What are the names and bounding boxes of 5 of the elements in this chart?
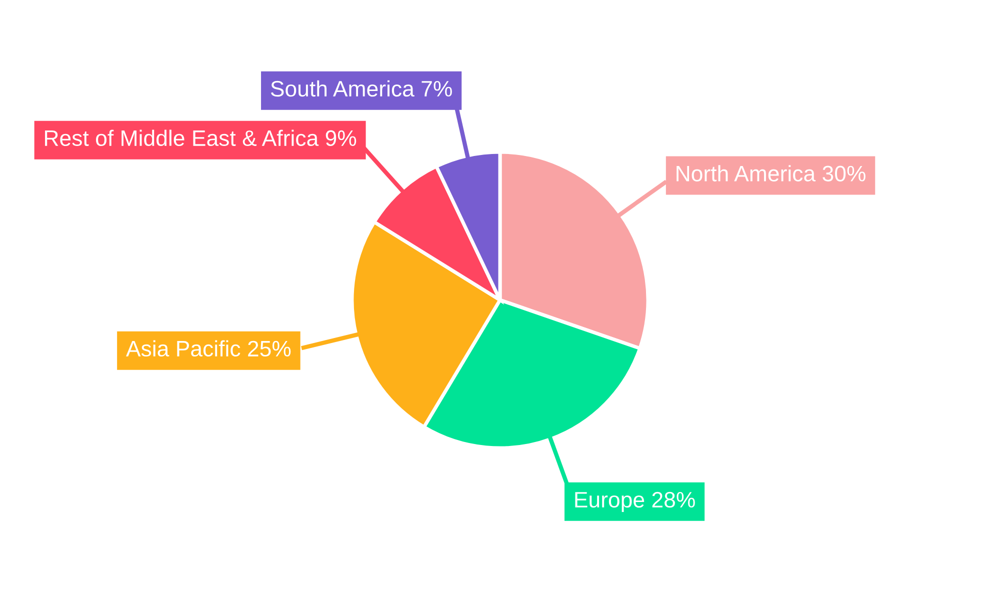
slice-label: South America 7% [270,80,452,97]
slice-label: Asia Pacific 25% [126,340,291,357]
slice-label: Europe 28% [575,492,695,512]
slice-label: North America 30% [676,165,866,182]
slice-label: Rest of Middle East & Africa 9% [45,130,356,146]
